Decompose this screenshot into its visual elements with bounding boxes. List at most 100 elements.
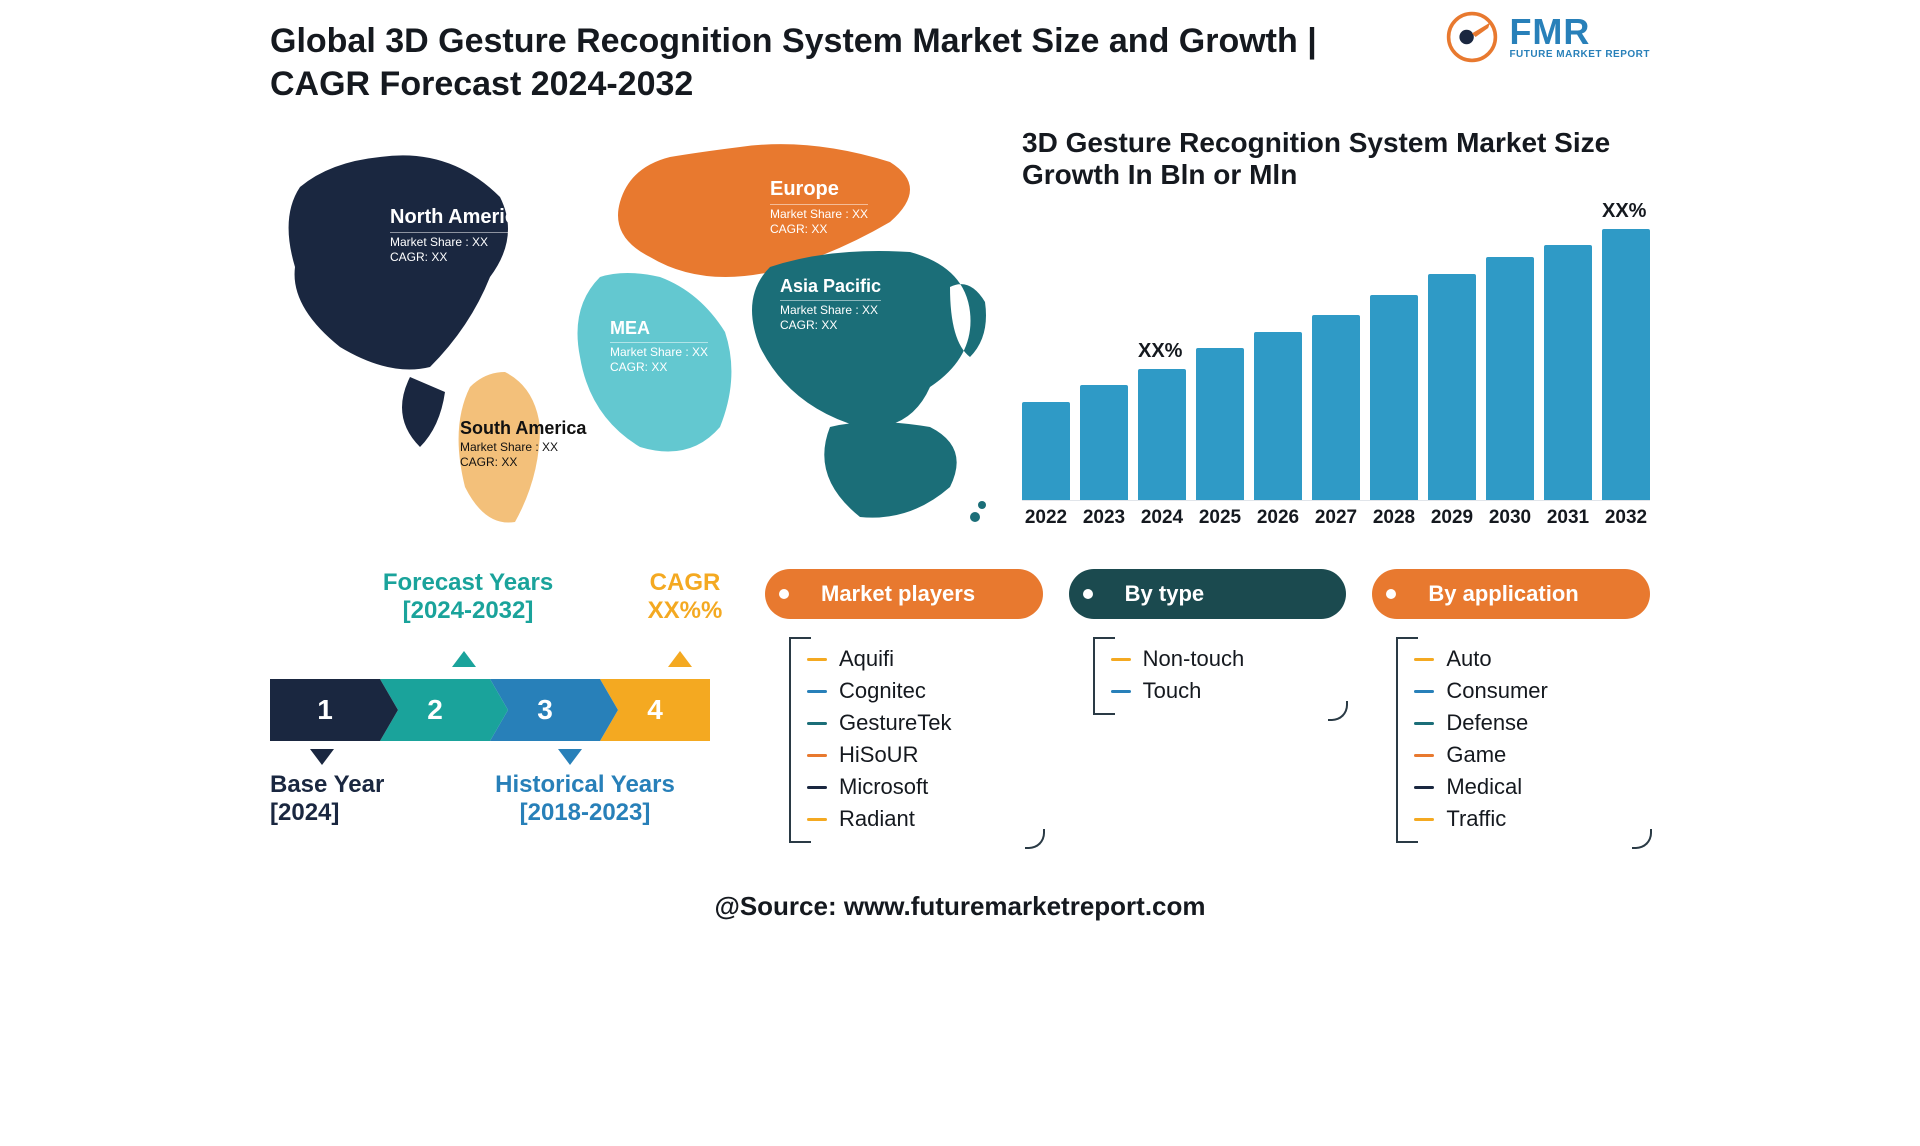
logo-text-fmr: FMR	[1509, 14, 1650, 50]
world-region-map: North America Market Share : XXCAGR: XX …	[270, 127, 994, 527]
xlabel-2028: 2028	[1370, 507, 1418, 529]
card-body: Auto Consumer Defense Game Medical Traffic	[1396, 639, 1642, 841]
xlabel-2022: 2022	[1022, 507, 1070, 529]
tick-icon	[1414, 690, 1434, 693]
bar-2030	[1486, 257, 1534, 500]
bar-2025	[1196, 348, 1244, 500]
tick-icon	[1111, 690, 1131, 693]
card-item: Game	[1398, 739, 1642, 771]
bar-2028	[1370, 295, 1418, 501]
card-body: Non-touch Touch	[1093, 639, 1339, 713]
tl-forecast-label: Forecast Years [2024-2032]	[378, 569, 558, 624]
card-item-label: Aquifi	[839, 646, 894, 672]
card-item: Traffic	[1398, 803, 1642, 835]
bar-annotation: XX%	[1138, 340, 1182, 363]
map-label-sa: South America Market Share : XXCAGR: XX	[460, 417, 586, 470]
tick-icon	[807, 818, 827, 821]
card-header-label: By application	[1428, 581, 1578, 607]
card-item-label: Game	[1446, 742, 1506, 768]
tick-icon	[1414, 658, 1434, 661]
tl-cagr-arrow-icon	[668, 651, 692, 667]
card-item: Auto	[1398, 643, 1642, 675]
card-item-label: Microsoft	[839, 774, 928, 800]
tick-icon	[1111, 658, 1131, 661]
tick-icon	[807, 754, 827, 757]
card-item-label: Consumer	[1446, 678, 1547, 704]
category-card: By type Non-touch Touch	[1069, 569, 1347, 841]
timeline-step-1: 1	[270, 679, 380, 741]
tick-icon	[807, 658, 827, 661]
xlabel-2031: 2031	[1544, 507, 1592, 529]
card-item-label: HiSoUR	[839, 742, 918, 768]
bracket-curl-icon	[1025, 829, 1045, 849]
map-label-mea: MEA Market Share : XXCAGR: XX	[610, 317, 708, 375]
bracket-curl-icon	[1328, 701, 1348, 721]
xlabel-2023: 2023	[1080, 507, 1128, 529]
xlabel-2026: 2026	[1254, 507, 1302, 529]
tl-hist-arrow-icon	[558, 749, 582, 765]
tick-icon	[807, 722, 827, 725]
bar-2031	[1544, 245, 1592, 500]
card-item-label: GestureTek	[839, 710, 952, 736]
card-header: By application	[1372, 569, 1650, 619]
card-header-label: By type	[1125, 581, 1204, 607]
card-item: Radiant	[791, 803, 1035, 835]
fmr-logo: FMR FUTURE MARKET REPORT	[1445, 10, 1650, 64]
card-item: HiSoUR	[791, 739, 1035, 771]
card-item-label: Traffic	[1446, 806, 1506, 832]
card-item-label: Non-touch	[1143, 646, 1245, 672]
tl-base-label: Base Year [2024]	[270, 771, 410, 826]
tick-icon	[1414, 722, 1434, 725]
tick-icon	[807, 690, 827, 693]
bar-2029	[1428, 274, 1476, 500]
card-item: Aquifi	[791, 643, 1035, 675]
card-header: By type	[1069, 569, 1347, 619]
tl-hist-label: Historical Years [2018-2023]	[480, 771, 690, 826]
page-title: Global 3D Gesture Recognition System Mar…	[270, 20, 1350, 105]
category-card: Market players Aquifi Cognitec GestureTek Hi…	[765, 569, 1043, 841]
card-item: GestureTek	[791, 707, 1035, 739]
card-item: Microsoft	[791, 771, 1035, 803]
card-body: Aquifi Cognitec GestureTek HiSoUR Microsoft R…	[789, 639, 1035, 841]
xlabel-2027: 2027	[1312, 507, 1360, 529]
category-card: By application Auto Consumer Defense Game Med…	[1372, 569, 1650, 841]
bar-2024	[1138, 369, 1186, 501]
card-item: Consumer	[1398, 675, 1642, 707]
xlabel-2024: 2024	[1138, 507, 1186, 529]
card-item: Defense	[1398, 707, 1642, 739]
map-label-na: North America Market Share : XXCAGR: XX	[390, 205, 527, 265]
card-item-label: Defense	[1446, 710, 1528, 736]
xlabel-2030: 2030	[1486, 507, 1534, 529]
tl-cagr-label: CAGR XX%%	[630, 569, 740, 624]
tick-icon	[1414, 754, 1434, 757]
tick-icon	[1414, 786, 1434, 789]
card-item: Cognitec	[791, 675, 1035, 707]
study-timeline: Forecast Years [2024-2032] CAGR XX%% 123…	[270, 569, 730, 829]
tick-icon	[1414, 818, 1434, 821]
bullet-icon	[1083, 589, 1093, 599]
map-label-eu: Europe Market Share : XXCAGR: XX	[770, 177, 868, 237]
bullet-icon	[1386, 589, 1396, 599]
card-item: Medical	[1398, 771, 1642, 803]
card-item-label: Medical	[1446, 774, 1522, 800]
tick-icon	[807, 786, 827, 789]
map-label-ap: Asia Pacific Market Share : XXCAGR: XX	[780, 275, 881, 333]
bar-2022	[1022, 402, 1070, 501]
card-item-label: Radiant	[839, 806, 915, 832]
bar-annotation: XX%	[1602, 200, 1646, 223]
card-header-label: Market players	[821, 581, 975, 607]
bullet-icon	[779, 589, 789, 599]
fmr-logo-icon	[1445, 10, 1499, 64]
bar-2027	[1312, 315, 1360, 500]
bar-2032	[1602, 229, 1650, 501]
logo-text-sub: FUTURE MARKET REPORT	[1509, 50, 1650, 60]
card-item: Non-touch	[1095, 643, 1339, 675]
bracket-curl-icon	[1632, 829, 1652, 849]
tl-base-arrow-icon	[310, 749, 334, 765]
tl-forecast-arrow-icon	[452, 651, 476, 667]
chart-title: 3D Gesture Recognition System Market Siz…	[1022, 127, 1650, 191]
card-header: Market players	[765, 569, 1043, 619]
chevron-head-icon	[490, 679, 508, 741]
xlabel-2025: 2025	[1196, 507, 1244, 529]
card-item-label: Touch	[1143, 678, 1202, 704]
